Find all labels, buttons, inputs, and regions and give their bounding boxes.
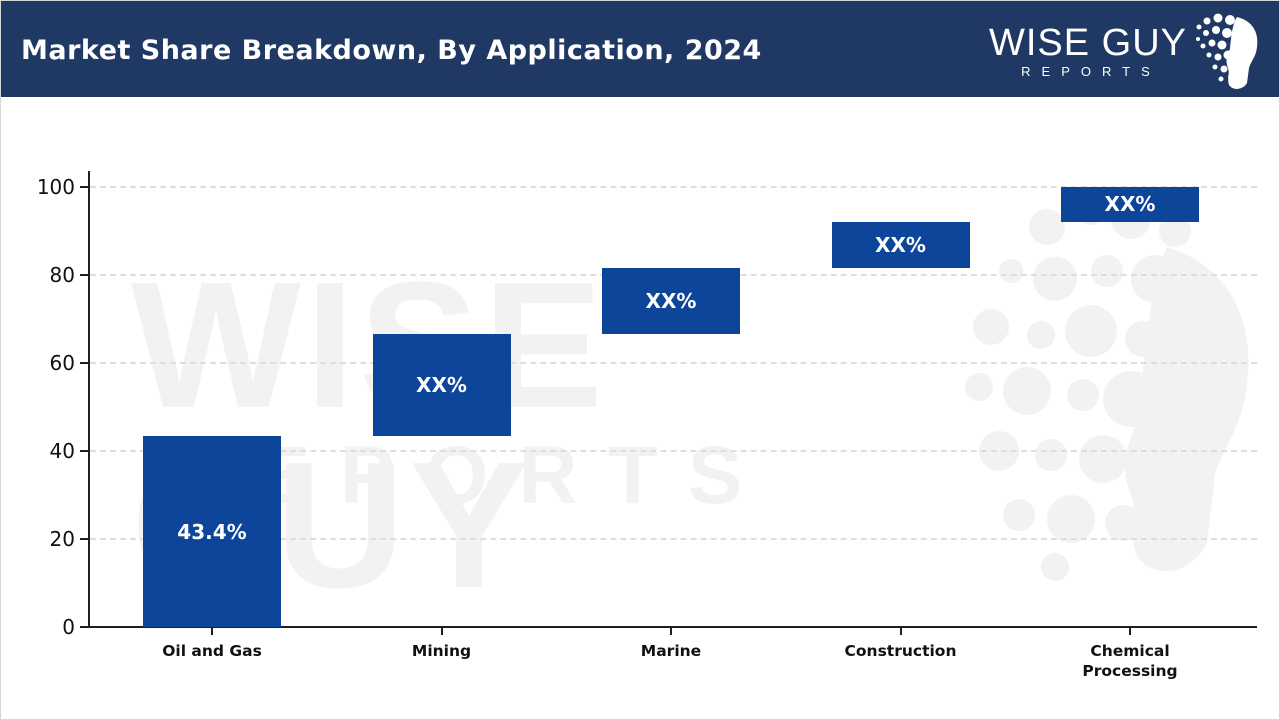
y-tick-label-100: 100 (36, 175, 75, 199)
header-band: Market Share Breakdown, By Application, … (1, 1, 1279, 97)
x-tick-oil-and-gas (211, 628, 213, 635)
y-tick-20 (80, 538, 88, 540)
y-tick-label-60: 60 (49, 351, 75, 375)
y-tick-40 (80, 450, 88, 452)
bar-value-label-mining: XX% (416, 373, 467, 398)
bar-value-label-marine: XX% (645, 289, 697, 314)
y-tick-60 (80, 362, 88, 364)
logo-text: WISE GUY REPORTS (989, 24, 1187, 79)
gridline-20 (90, 538, 1257, 540)
wise-guy-reports-logo: WISE GUY REPORTS (989, 9, 1263, 93)
x-tick-mining (440, 628, 443, 635)
x-category-label-chemical-processing: Chemical Processing (1082, 642, 1178, 680)
bar-mining (372, 334, 511, 437)
y-tick-100 (80, 186, 88, 188)
x-category-label-oil-and-gas: Oil and Gas (162, 642, 262, 660)
x-category-label-construction: Construction (844, 642, 957, 660)
y-tick-label-20: 20 (49, 527, 75, 551)
bar-value-label-chemical-processing: XX% (1104, 192, 1156, 217)
gridline-60 (90, 362, 1257, 364)
y-tick-label-40: 40 (49, 439, 75, 463)
y-tick-label-0: 0 (62, 615, 75, 639)
x-tick-chemical-processing (1129, 628, 1131, 635)
gridline-100 (90, 186, 1257, 188)
logo-head-icon (1196, 13, 1258, 89)
x-category-label-marine: Marine (640, 642, 702, 660)
bar-oil-and-gas (143, 436, 281, 627)
y-tick-0 (80, 626, 88, 628)
x-category-label-mining: Mining (411, 642, 472, 660)
gridline-40 (90, 450, 1257, 452)
x-tick-marine (670, 628, 672, 635)
page-title: Market Share Breakdown, By Application, … (21, 35, 762, 66)
y-tick-label-80: 80 (49, 263, 75, 287)
x-axis-spine (88, 626, 1257, 628)
y-axis-spine (88, 171, 90, 628)
x-tick-construction (899, 628, 902, 635)
logo-reports-label: REPORTS (1021, 63, 1161, 79)
bar-marine (602, 267, 740, 335)
bar-construction (831, 221, 970, 268)
bar-chemical-processing (1061, 187, 1199, 222)
y-tick-80 (80, 274, 88, 276)
bar-value-label-construction: XX% (875, 232, 926, 257)
logo-wiseguy-label: WISE GUY (988, 21, 1187, 64)
bar-value-label-oil-and-gas: 43.4% (177, 519, 247, 544)
